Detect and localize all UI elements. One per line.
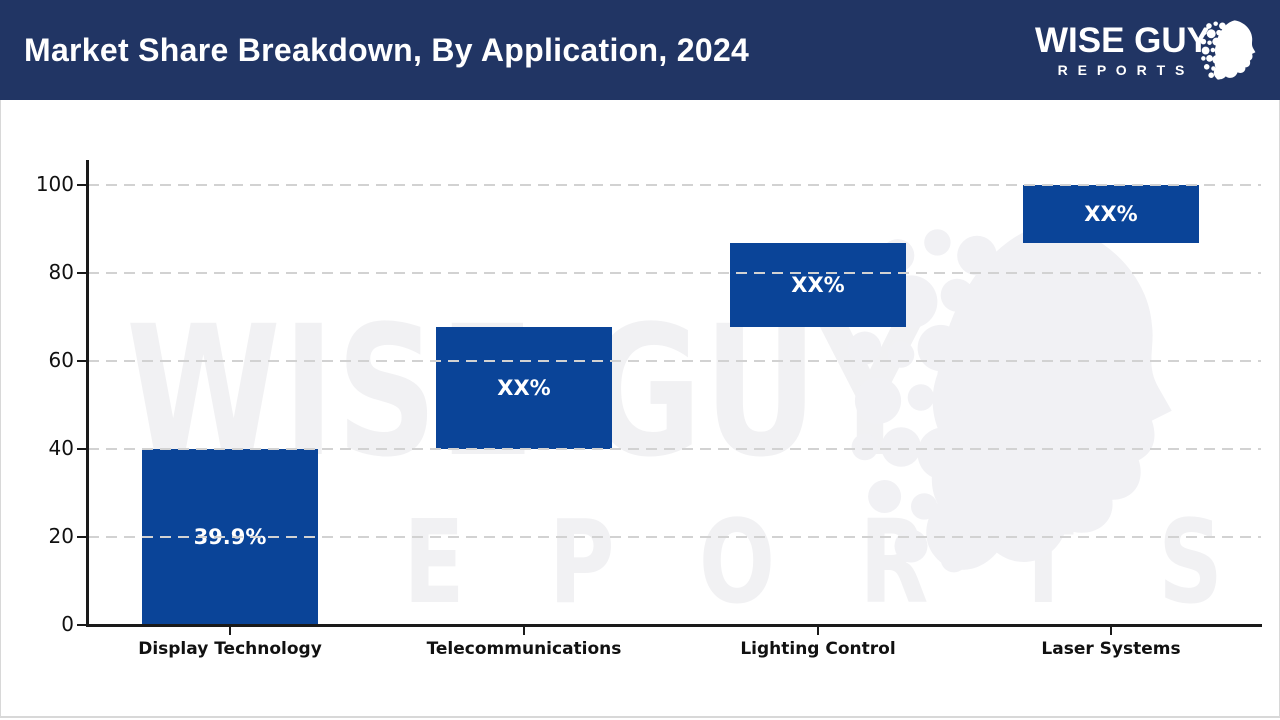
bar: XX% xyxy=(436,326,612,450)
x-tick-mark xyxy=(229,627,231,635)
bar: XX% xyxy=(730,243,906,327)
y-tick-label: 20 xyxy=(48,524,74,548)
bar: 39.9% xyxy=(142,449,318,625)
y-tick-mark xyxy=(77,448,86,450)
category-label: Telecommunications xyxy=(426,639,622,659)
y-tick-mark xyxy=(77,360,86,362)
watermark-text-line2: R E P O R T S xyxy=(250,496,1250,630)
y-tick-label: 80 xyxy=(48,260,74,284)
header: Market Share Breakdown, By Application, … xyxy=(0,0,1280,100)
bar-value-label: XX% xyxy=(791,272,845,297)
x-tick-mark xyxy=(523,627,525,635)
wise-guy-reports-logo: WISE GUY R E P O R T S xyxy=(1035,9,1256,91)
logo-head-icon xyxy=(1200,9,1256,91)
y-tick-label: 60 xyxy=(48,348,74,372)
y-tick-mark xyxy=(77,624,86,626)
x-tick-mark xyxy=(817,627,819,635)
x-tick-mark xyxy=(1110,627,1112,635)
category-label: Display Technology xyxy=(138,639,322,659)
category-label: Lighting Control xyxy=(740,639,896,659)
y-tick-label: 0 xyxy=(61,612,74,636)
chart-title: Market Share Breakdown, By Application, … xyxy=(24,31,750,68)
logo-wordmark: WISE GUY xyxy=(1034,20,1210,60)
bar: XX% xyxy=(1023,185,1199,244)
y-tick-mark xyxy=(77,272,86,274)
bar-value-label: XX% xyxy=(1084,202,1138,227)
logo-subtitle: R E P O R T S xyxy=(1057,61,1188,78)
y-gridline xyxy=(88,360,1261,362)
category-label: Laser Systems xyxy=(1041,639,1181,659)
y-tick-mark xyxy=(77,536,86,538)
bar-value-label: 39.9% xyxy=(193,525,267,550)
y-axis-line xyxy=(86,160,89,627)
y-tick-label: 40 xyxy=(48,436,74,460)
y-tick-mark xyxy=(77,184,86,186)
x-axis-line xyxy=(86,624,1262,627)
y-gridline xyxy=(88,272,1261,274)
logo-text: WISE GUY R E P O R T S xyxy=(1035,23,1210,78)
bar-value-label: XX% xyxy=(497,376,551,401)
y-tick-label: 100 xyxy=(35,172,74,196)
